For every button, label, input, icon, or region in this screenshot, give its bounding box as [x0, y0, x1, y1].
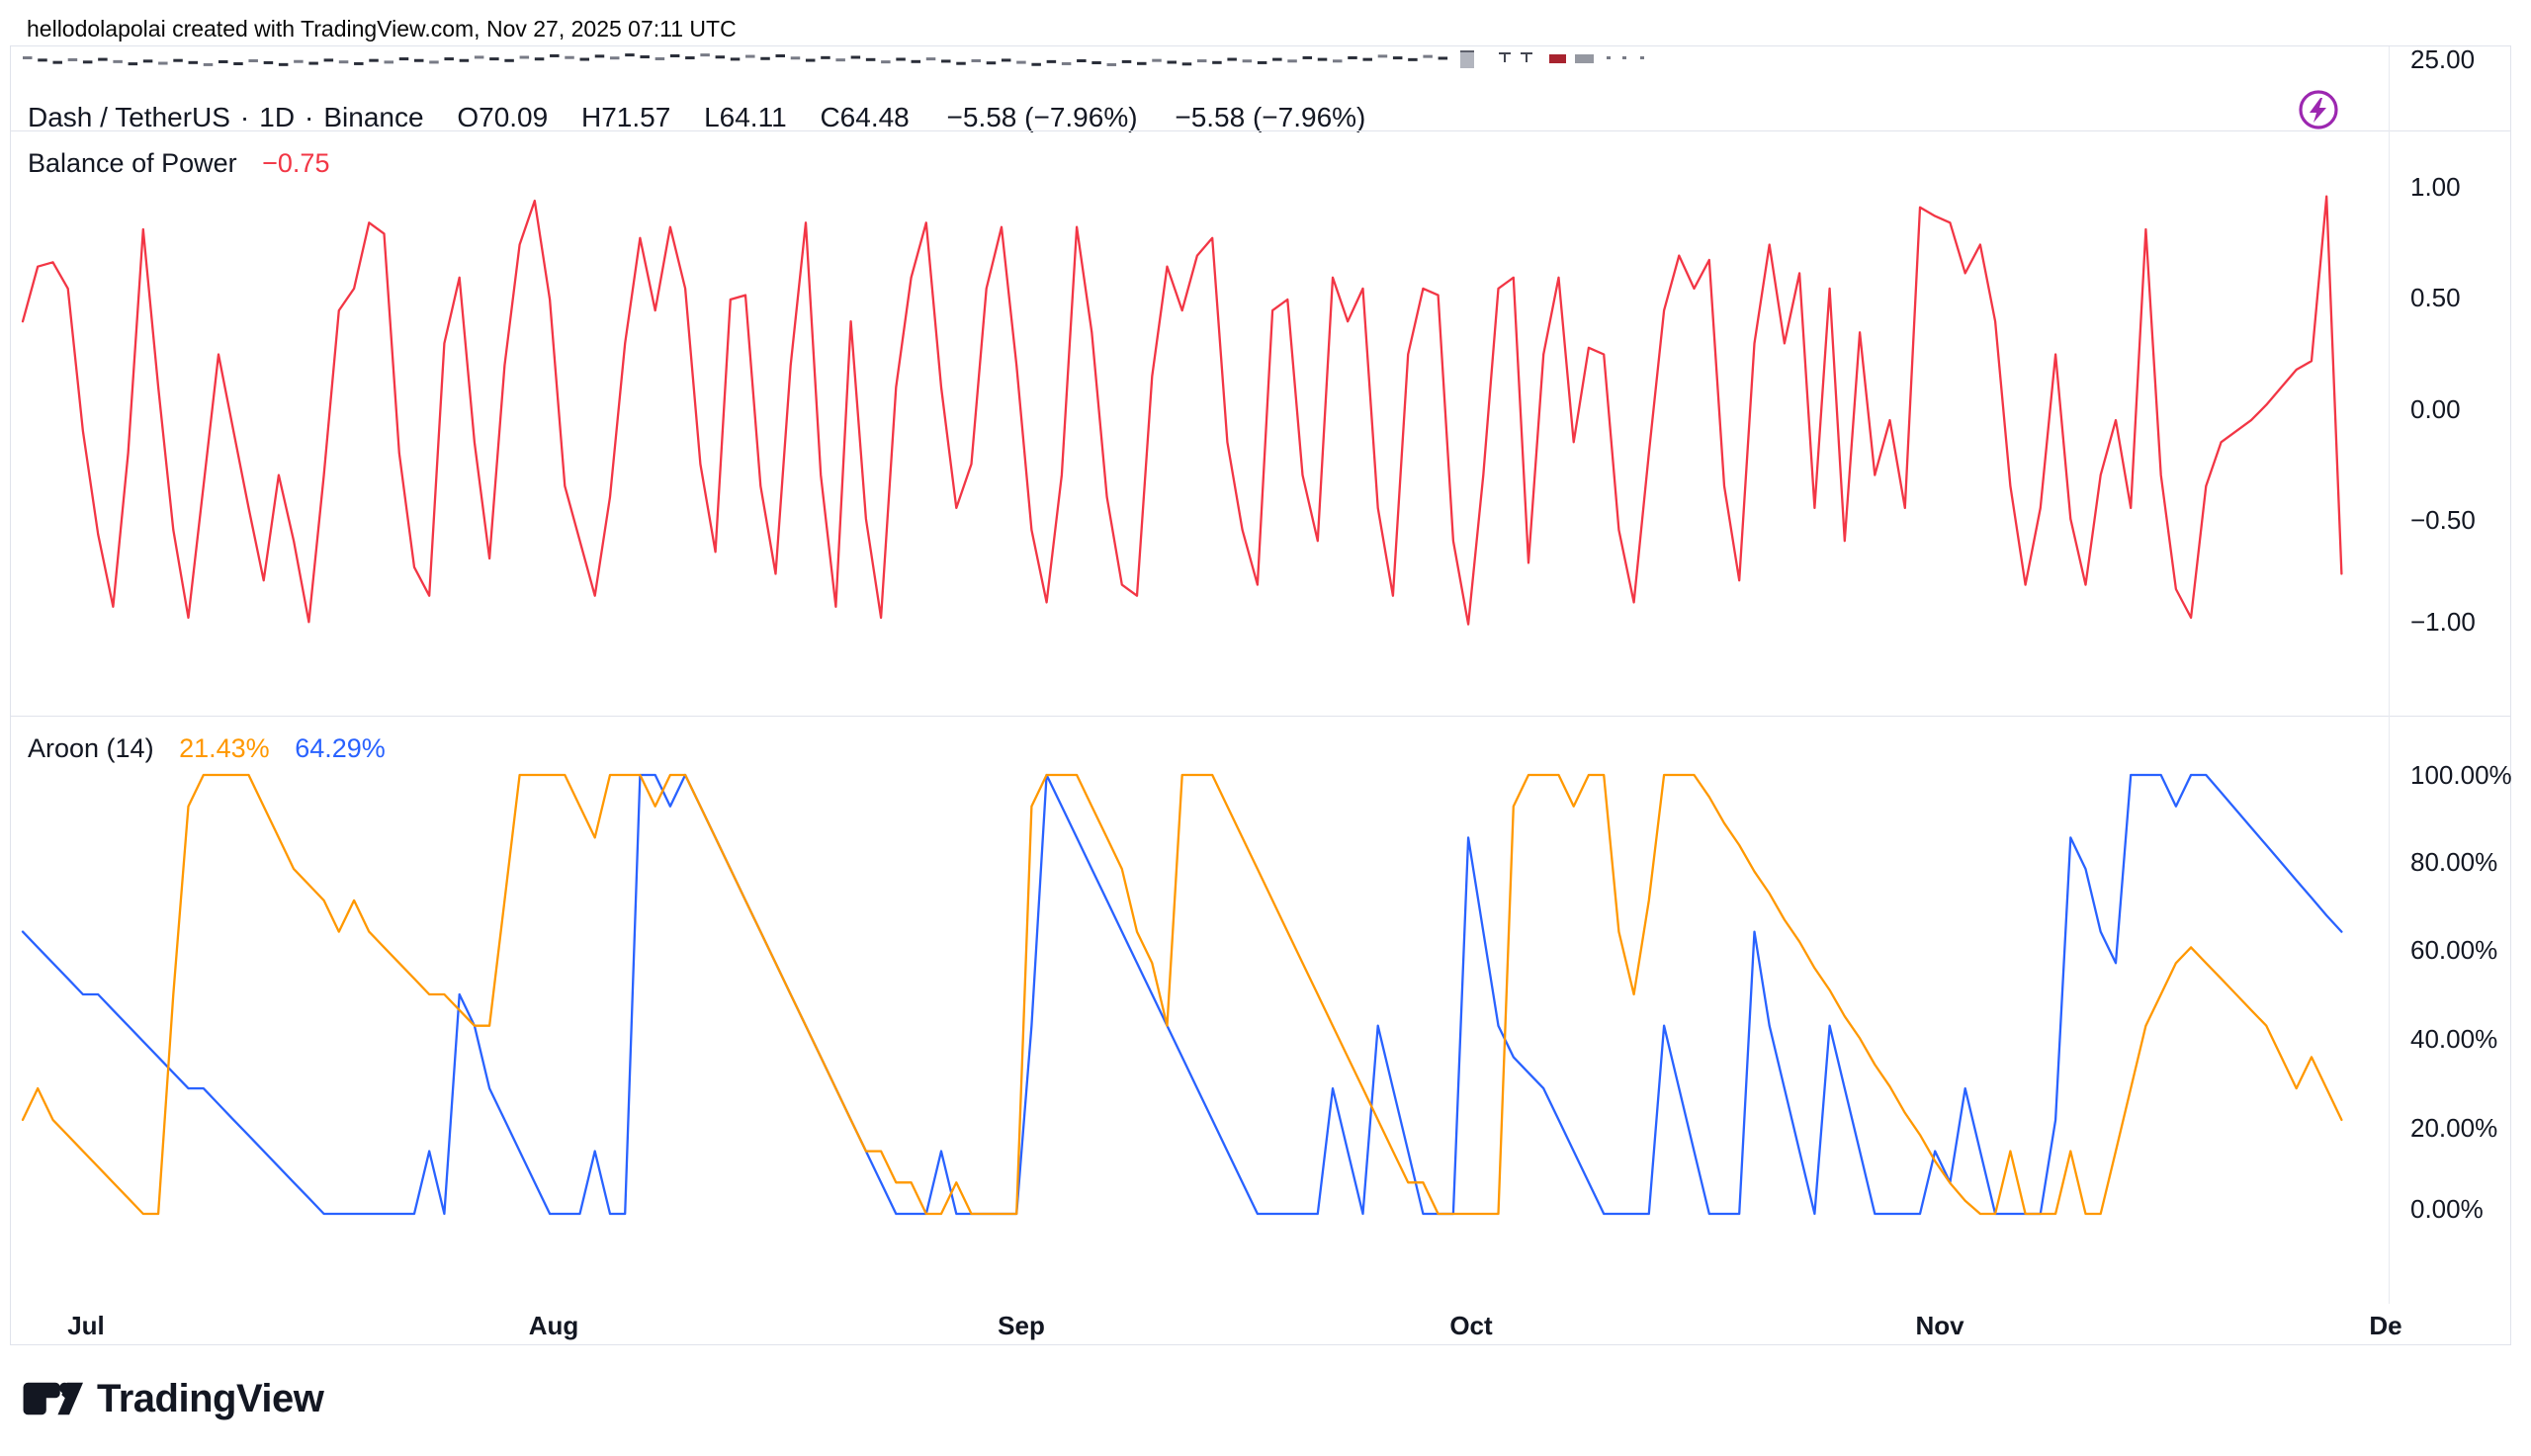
- aroon-axis-label: 80.00%: [2410, 847, 2498, 877]
- pane-divider[interactable]: [11, 716, 2510, 717]
- balance-of-power-pane: Balance of Power −0.75: [11, 130, 2389, 716]
- open-key: O: [457, 102, 480, 132]
- aroon-axis-label: 100.00%: [2410, 760, 2512, 790]
- bop-axis-label: −1.00: [2410, 607, 2476, 637]
- month-label: De: [2369, 1311, 2402, 1340]
- time-axis[interactable]: Jul Aug Sep Oct Nov De: [11, 1304, 2510, 1344]
- month-label: Aug: [528, 1311, 579, 1340]
- symbol-header[interactable]: Dash / TetherUS · 1D · Binance O70.09 H71.57…: [28, 102, 1365, 133]
- attribution-text: hellodolapolai created with TradingView.…: [27, 16, 737, 42]
- tradingview-logo-icon: [23, 1382, 83, 1415]
- bop-axis-label: 0.50: [2410, 283, 2461, 312]
- pane-divider[interactable]: [11, 130, 2510, 131]
- bop-legend[interactable]: Balance of Power −0.75: [28, 148, 329, 179]
- low-value: 64.11: [719, 102, 787, 132]
- high-key: H: [580, 102, 602, 132]
- price-scale-border: [2389, 46, 2390, 1304]
- close-value: 64.48: [839, 102, 910, 132]
- month-label: Sep: [998, 1311, 1045, 1340]
- aroon-pane: Aroon (14) 21.43% 64.29%: [11, 716, 2389, 1304]
- bop-axis-label: 0.00: [2410, 394, 2461, 424]
- change-secondary-value: −5.58 (−7.96%): [1175, 102, 1366, 132]
- chart-widget: Dash / TetherUS · 1D · Binance O70.09 H71.57…: [10, 44, 2512, 1345]
- interval-label[interactable]: 1D: [259, 102, 296, 132]
- low-key: L: [704, 102, 720, 132]
- aroon-down-value: 64.29%: [295, 733, 386, 763]
- open-value: 70.09: [479, 102, 549, 132]
- bop-value: −0.75: [262, 148, 330, 178]
- tradingview-logo-text: TradingView: [97, 1376, 324, 1420]
- price-axis-label: 25.00: [2410, 44, 2476, 74]
- tradingview-logo[interactable]: TradingView: [22, 1376, 324, 1421]
- separator-dot: ·: [239, 102, 250, 132]
- aroon-axis-label: 0.00%: [2410, 1194, 2484, 1224]
- month-label: Nov: [1915, 1311, 1964, 1340]
- month-label: Oct: [1449, 1311, 1493, 1340]
- aroon-up-value: 21.43%: [179, 733, 270, 763]
- aroon-axis-label: 20.00%: [2410, 1113, 2498, 1143]
- separator-dot: ·: [305, 102, 314, 132]
- lightning-icon[interactable]: [2297, 88, 2340, 131]
- aroon-title[interactable]: Aroon (14): [28, 733, 154, 763]
- exchange-label: Binance: [323, 102, 424, 132]
- aroon-legend[interactable]: Aroon (14) 21.43% 64.29%: [28, 733, 386, 764]
- high-value: 71.57: [601, 102, 671, 132]
- bop-title[interactable]: Balance of Power: [28, 148, 237, 178]
- symbol-name[interactable]: Dash / TetherUS: [28, 102, 230, 132]
- bop-axis-label: −0.50: [2410, 505, 2476, 535]
- change-value: −5.58 (−7.96%): [946, 102, 1138, 132]
- month-label: Jul: [67, 1311, 105, 1340]
- aroon-axis-label: 40.00%: [2410, 1024, 2498, 1054]
- aroon-axis-label: 60.00%: [2410, 935, 2498, 965]
- price-scale[interactable]: 25.00 1.00 0.50 0.00 −0.50 −1.00 100.00% 80.00%…: [2390, 44, 2512, 1304]
- bop-axis-label: 1.00: [2410, 172, 2461, 202]
- close-key: C: [820, 102, 840, 132]
- compressed-candlestick-strip: [23, 50, 1644, 68]
